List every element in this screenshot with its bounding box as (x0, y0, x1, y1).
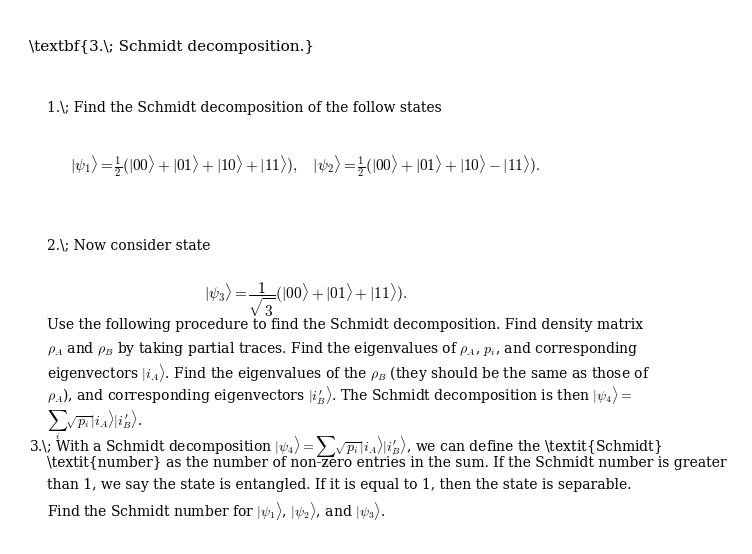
Text: \textbf{3.\; Schmidt decomposition.}: \textbf{3.\; Schmidt decomposition.} (29, 40, 314, 54)
Text: $|\psi_1\rangle = \frac{1}{2}(|00\rangle + |01\rangle + |10\rangle + |11\rangle): $|\psi_1\rangle = \frac{1}{2}(|00\rangle… (71, 153, 541, 178)
Text: 2.\; Now consider state: 2.\; Now consider state (47, 238, 211, 253)
Text: Use the following procedure to find the Schmidt decomposition. Find density matr: Use the following procedure to find the … (47, 319, 643, 332)
Text: 3.\; With a Schmidt decomposition $|\psi_4\rangle = \sum_i \sqrt{p_i}|i_A\rangle: 3.\; With a Schmidt decomposition $|\psi… (29, 434, 663, 468)
Text: $\sum_i \sqrt{p_i}|i_A\rangle|i_B'\rangle$.: $\sum_i \sqrt{p_i}|i_A\rangle|i_B'\rangl… (47, 408, 142, 442)
Text: $\rho_A$ and $\rho_B$ by taking partial traces. Find the eigenvalues of $\rho_A$: $\rho_A$ and $\rho_B$ by taking partial … (47, 340, 638, 358)
Text: \textit{number} as the number of non-zero entries in the sum. If the Schmidt num: \textit{number} as the number of non-zer… (47, 456, 726, 470)
Text: $\rho_A$), and corresponding eigenvectors $|i_B'\rangle$. The Schmidt decomposit: $\rho_A$), and corresponding eigenvector… (47, 384, 632, 407)
Text: eigenvectors $|i_A\rangle$. Find the eigenvalues of the $\rho_B$ (they should be: eigenvectors $|i_A\rangle$. Find the eig… (47, 362, 650, 384)
Text: Find the Schmidt number for $|\psi_1\rangle$, $|\psi_2\rangle$, and $|\psi_3\ran: Find the Schmidt number for $|\psi_1\ran… (47, 500, 386, 522)
Text: than 1, we say the state is entangled. If it is equal to 1, then the state is se: than 1, we say the state is entangled. I… (47, 478, 632, 492)
Text: 1.\; Find the Schmidt decomposition of the follow states: 1.\; Find the Schmidt decomposition of t… (47, 101, 441, 115)
Text: $|\psi_3\rangle = \dfrac{1}{\sqrt{3}}(|00\rangle + |01\rangle + |11\rangle).$: $|\psi_3\rangle = \dfrac{1}{\sqrt{3}}(|0… (205, 280, 408, 319)
